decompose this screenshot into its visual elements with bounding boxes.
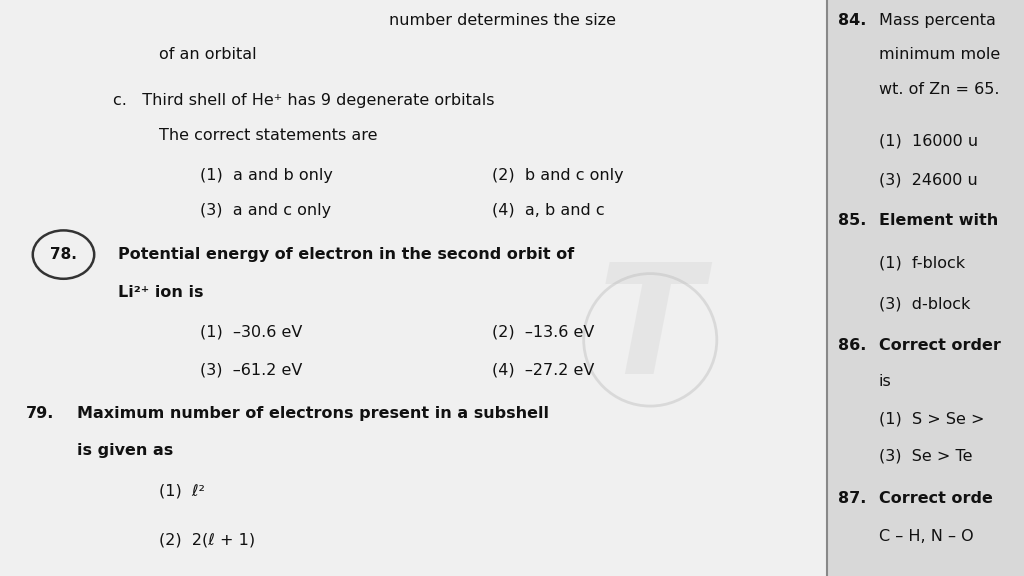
Text: Maximum number of electrons present in a subshell: Maximum number of electrons present in a… [77,406,549,421]
Text: Li²⁺ ion is: Li²⁺ ion is [118,285,203,300]
Text: c.   Third shell of He⁺ has 9 degenerate orbitals: c. Third shell of He⁺ has 9 degenerate o… [113,93,495,108]
Text: (4)  a, b and c: (4) a, b and c [492,203,604,218]
Text: is: is [879,374,891,389]
Bar [827,0,1024,576]
Text: (2)  b and c only: (2) b and c only [492,168,624,183]
Text: (1)  f-block: (1) f-block [879,256,965,271]
Text: 79.: 79. [26,406,54,421]
Text: The correct statements are: The correct statements are [159,128,377,143]
Text: (3)  –61.2 eV: (3) –61.2 eV [200,362,302,377]
Text: 86.: 86. [838,338,866,353]
Text: (2)  2(ℓ + 1): (2) 2(ℓ + 1) [159,532,255,547]
Text: Correct order: Correct order [879,338,1000,353]
Text: C – H, N – O: C – H, N – O [879,529,973,544]
Text: Correct orde: Correct orde [879,491,992,506]
Text: (3)  Se > Te: (3) Se > Te [879,449,972,464]
Text: 87.: 87. [838,491,866,506]
Text: (2)  –13.6 eV: (2) –13.6 eV [492,325,594,340]
Text: wt. of Zn = 65.: wt. of Zn = 65. [879,82,999,97]
Text: 85.: 85. [838,213,866,228]
Text: Element with: Element with [879,213,997,228]
Text: 78.: 78. [50,247,77,262]
Text: (1)  S > Se >: (1) S > Se > [879,411,984,426]
Text: number determines the size: number determines the size [389,13,616,28]
Text: (3)  d-block: (3) d-block [879,296,970,311]
Text: Mass percenta: Mass percenta [879,13,995,28]
Text: is given as: is given as [77,443,173,458]
Text: (3)  a and c only: (3) a and c only [200,203,331,218]
Text: minimum mole: minimum mole [879,47,999,62]
Text: (3)  24600 u: (3) 24600 u [879,172,977,187]
Text: (1)  16000 u: (1) 16000 u [879,134,978,149]
Text: Potential energy of electron in the second orbit of: Potential energy of electron in the seco… [118,247,574,262]
Text: of an orbital: of an orbital [159,47,256,62]
Text: (1)  –30.6 eV: (1) –30.6 eV [200,325,302,340]
Text: (1)  a and b only: (1) a and b only [200,168,333,183]
Text: (4)  –27.2 eV: (4) –27.2 eV [492,362,594,377]
Bar [0,0,827,576]
Text: (1)  ℓ²: (1) ℓ² [159,483,205,498]
Text: 84.: 84. [838,13,866,28]
Text: T: T [598,257,702,406]
